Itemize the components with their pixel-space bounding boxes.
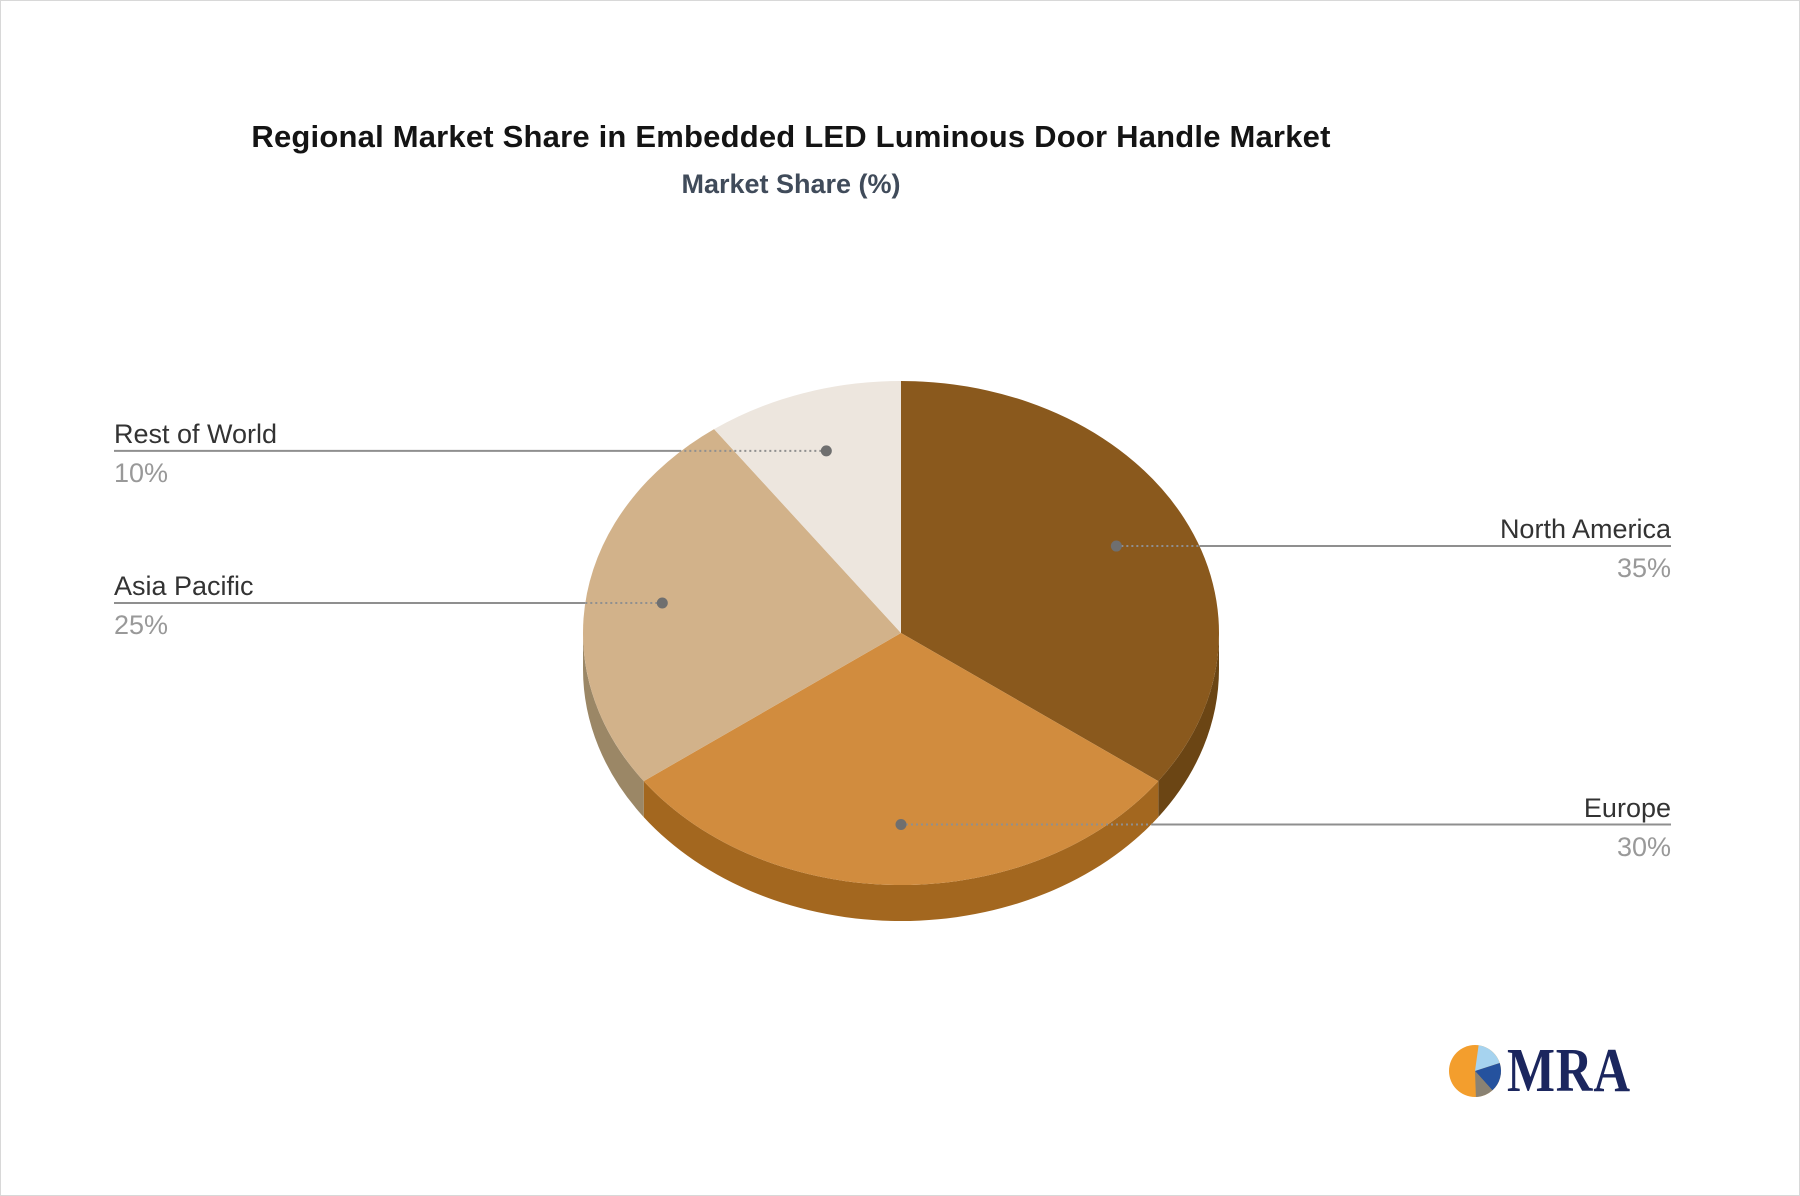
callout-label: Europe [1583, 793, 1671, 823]
callout-anchor-dot [895, 819, 907, 831]
logo-pie-gray [1475, 1071, 1493, 1097]
callout-north-america: North America 35% [1171, 514, 1671, 583]
pie-slice-europe[interactable] [643, 633, 1159, 886]
chart-title: Regional Market Share in Embedded LED Lu… [251, 119, 1331, 154]
callout-percentage: 10% [114, 458, 169, 488]
callout-percentage: 25% [114, 610, 169, 640]
pie-slice-north-america[interactable] [901, 381, 1220, 782]
callout-anchor-dot [656, 597, 668, 609]
chart-subtitle: Market Share (%) [681, 169, 901, 199]
pie-slice-asia-pacific[interactable] [582, 429, 901, 782]
callout-anchor-dot [1110, 540, 1122, 552]
pie-slice-rest-of-world[interactable] [714, 381, 901, 633]
logo-pie-lightblue [1475, 1045, 1500, 1071]
callout-label: North America [1499, 514, 1671, 544]
mra-pie-logo-icon [1449, 1045, 1501, 1097]
callout-anchor-dot [820, 445, 832, 457]
mra-logo-text: MRA [1507, 1036, 1631, 1105]
pie-slice-side-europe [643, 781, 1159, 921]
pie-slice-side-asia-pacific [583, 633, 644, 818]
callout-label: Rest of World [114, 419, 278, 449]
callout-percentage: 30% [1616, 832, 1671, 862]
mra-logo: MRA [1447, 1037, 1658, 1105]
callout-europe: Europe 30% [1171, 793, 1671, 862]
callout-asia-pacific: Asia Pacific 25% [114, 571, 714, 640]
logo-pie-blue [1475, 1062, 1501, 1091]
callout-rest-of-world: Rest of World 10% [114, 419, 714, 488]
pie-slice-side-north-america [1158, 633, 1219, 818]
callout-label: Asia Pacific [114, 571, 254, 601]
callout-percentage: 35% [1616, 553, 1671, 583]
